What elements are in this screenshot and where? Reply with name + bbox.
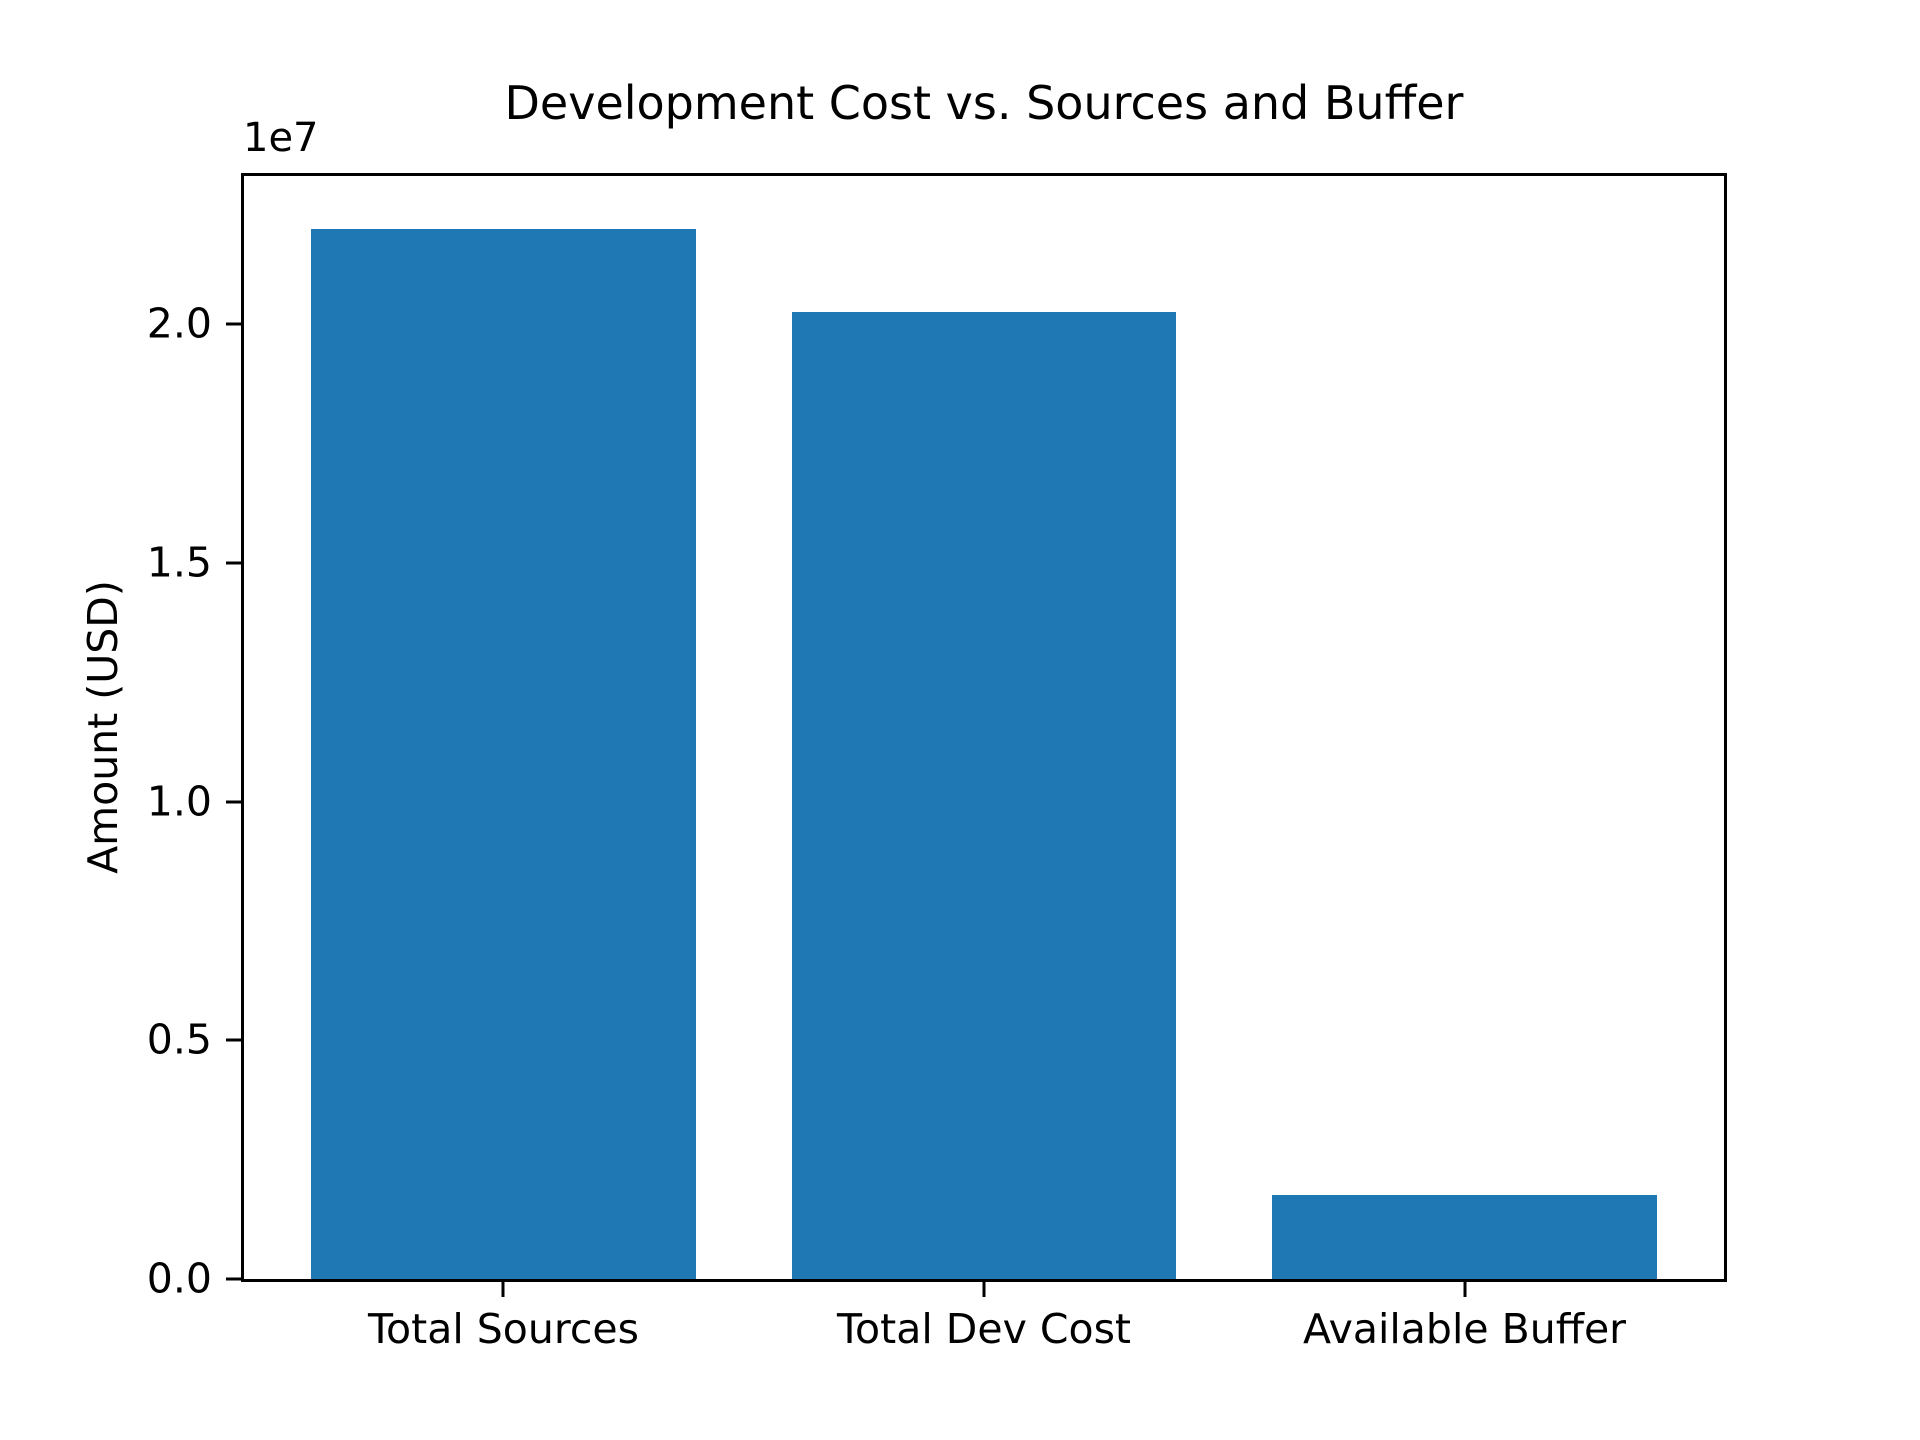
y-tick-label: 0.0 <box>146 1254 212 1303</box>
y-axis-offset-label: 1e7 <box>243 115 319 161</box>
y-tick-mark <box>226 800 244 803</box>
plot-area: 0.0 0.5 1.0 1.5 2.0 Total Sources Total Dev Co… <box>147 173 1727 1353</box>
x-tick-label: Available Buffer <box>1302 1305 1627 1353</box>
y-tick-label: 1.5 <box>146 538 212 587</box>
bar-total-sources <box>311 228 696 1279</box>
y-tick-label: 1.0 <box>146 777 212 825</box>
x-tick-mark <box>982 1279 986 1297</box>
x-tick-label: Total Sources <box>367 1305 639 1353</box>
y-tick-mark <box>226 1038 244 1042</box>
chart-title: Development Cost vs. Sources and Buffer <box>504 76 1464 130</box>
bar-available-buffer <box>1272 1195 1657 1279</box>
y-tick-mark <box>226 1277 244 1281</box>
y-tick-mark <box>226 322 244 326</box>
y-tick-label: 2.0 <box>146 299 212 348</box>
y-tick-label: 0.5 <box>146 1015 212 1064</box>
y-tick-mark <box>226 561 244 565</box>
x-tick-mark <box>1463 1279 1467 1297</box>
x-tick-label: Total Dev Cost <box>836 1305 1132 1353</box>
y-axis-label: Amount (USD) <box>79 580 127 874</box>
x-tick-mark <box>501 1279 505 1297</box>
bar-total-dev-cost <box>791 312 1177 1279</box>
